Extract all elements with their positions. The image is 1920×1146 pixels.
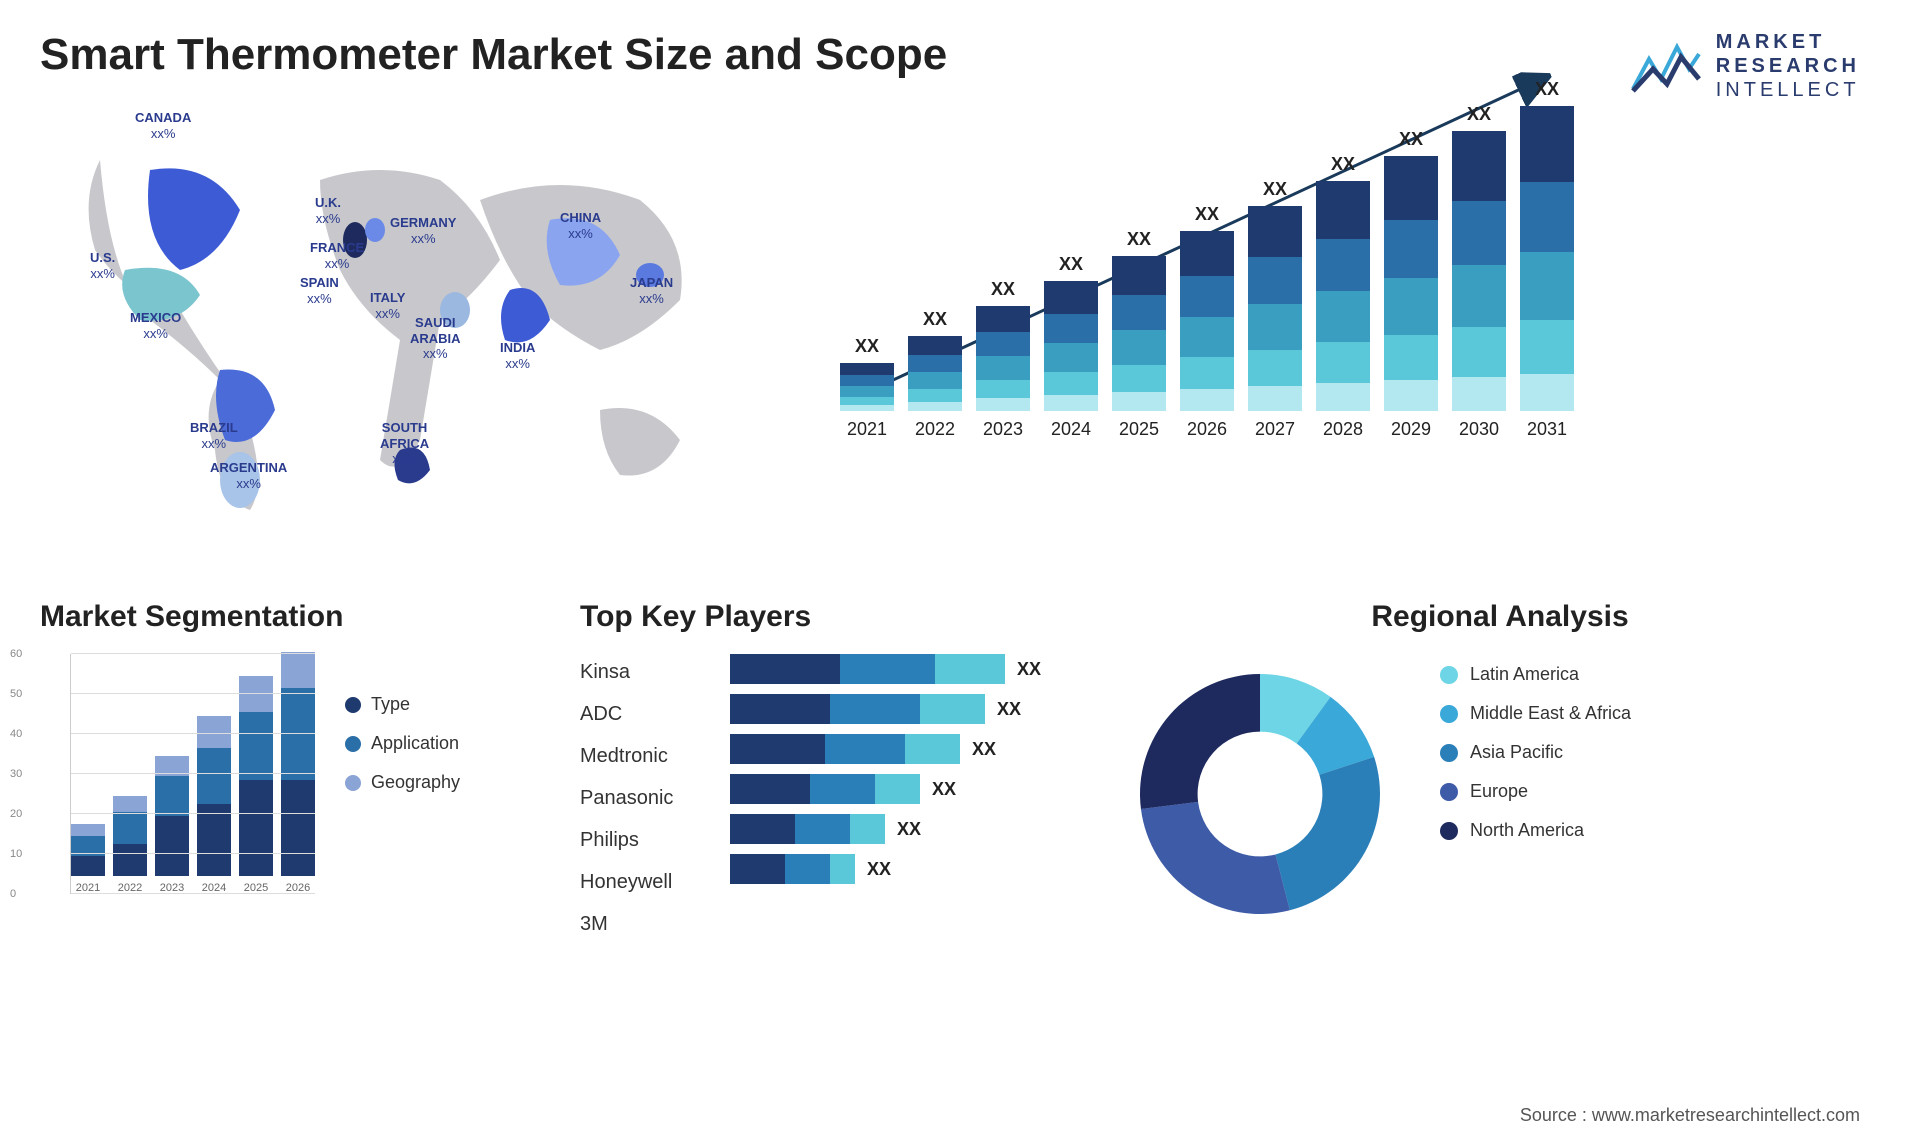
map-label: CANADAxx% (135, 110, 191, 141)
bar-value-label: XX (1127, 229, 1151, 250)
forecast-bar: XX 2025 (1112, 229, 1166, 440)
bar-value-label: XX (923, 309, 947, 330)
bar-value-label: XX (1059, 254, 1083, 275)
player-bar: XX (730, 774, 1041, 804)
forecast-bar: XX 2029 (1384, 129, 1438, 440)
legend-item: Middle East & Africa (1440, 703, 1631, 724)
donut-slice (1140, 674, 1260, 809)
brand-logo: MARKET RESEARCH INTELLECT (1631, 30, 1860, 102)
player-bar: XX (730, 694, 1041, 724)
segmentation-title: Market Segmentation (40, 600, 540, 634)
bar-year-label: 2026 (1187, 419, 1227, 440)
map-label: INDIAxx% (500, 340, 535, 371)
regional-legend: Latin America Middle East & Africa Asia Pa… (1440, 654, 1631, 934)
player-name: Philips (580, 822, 700, 858)
segmentation-bar: 2024 (197, 716, 231, 894)
legend-item: Asia Pacific (1440, 742, 1631, 763)
map-label: FRANCExx% (310, 240, 364, 271)
source-attribution: Source : www.marketresearchintellect.com (1520, 1105, 1860, 1126)
key-players-section: Top Key Players Kinsa ADC Medtronic Panason… (580, 600, 1080, 942)
player-bar: XX (730, 734, 1041, 764)
bar-value-label: XX (1331, 154, 1355, 175)
player-name: Kinsa (580, 654, 700, 690)
bar-year-label: 2025 (1119, 419, 1159, 440)
bar-year-label: 2031 (1527, 419, 1567, 440)
forecast-bar: XX 2021 (840, 336, 894, 440)
map-label: SPAINxx% (300, 275, 339, 306)
segmentation-bar: 2022 (113, 796, 147, 894)
donut-slice (1276, 757, 1380, 910)
bar-year-label: 2029 (1391, 419, 1431, 440)
player-name: Medtronic (580, 738, 700, 774)
map-label: U.S.xx% (90, 250, 115, 281)
forecast-bar: XX 2028 (1316, 154, 1370, 440)
bar-year-label: 2024 (1051, 419, 1091, 440)
bar-year-label: 2022 (915, 419, 955, 440)
legend-item: Application (345, 733, 460, 754)
world-map-section: CANADAxx% U.S.xx% MEXICOxx% BRAZILxx% ARGENT… (40, 100, 740, 540)
forecast-bar: XX 2027 (1248, 179, 1302, 440)
forecast-bar: XX 2031 (1520, 79, 1574, 440)
player-name: Honeywell (580, 864, 700, 900)
player-name: Panasonic (580, 780, 700, 816)
map-label: SAUDIARABIAxx% (410, 315, 461, 362)
segmentation-bar: 2023 (155, 756, 189, 894)
bar-value-label: XX (1467, 104, 1491, 125)
forecast-chart: XX 2021 XX 2022 XX 2023 XX 2024 XX 2025 XX 2026 XX 20… (800, 100, 1880, 540)
bar-year-label: 2027 (1255, 419, 1295, 440)
segmentation-chart: 202120222023202420252026 0102030405060 (40, 654, 315, 894)
legend-item: Latin America (1440, 664, 1631, 685)
bar-value-label: XX (855, 336, 879, 357)
map-label: ARGENTINAxx% (210, 460, 287, 491)
bar-value-label: XX (1535, 79, 1559, 100)
donut-slice (1141, 802, 1290, 914)
map-label: SOUTHAFRICAxx% (380, 420, 429, 467)
legend-item: Europe (1440, 781, 1631, 802)
bar-value-label: XX (1263, 179, 1287, 200)
key-players-title: Top Key Players (580, 600, 1080, 634)
segmentation-section: Market Segmentation 20212022202320242025… (40, 600, 540, 942)
segmentation-bar: 2021 (71, 824, 105, 894)
regional-title: Regional Analysis (1120, 600, 1880, 634)
map-label: MEXICOxx% (130, 310, 181, 341)
legend-item: Geography (345, 772, 460, 793)
forecast-bar: XX 2022 (908, 309, 962, 440)
bar-year-label: 2021 (847, 419, 887, 440)
bar-value-label: XX (1195, 204, 1219, 225)
bar-year-label: 2030 (1459, 419, 1499, 440)
forecast-bar: XX 2026 (1180, 204, 1234, 440)
bar-year-label: 2023 (983, 419, 1023, 440)
bar-value-label: XX (1399, 129, 1423, 150)
legend-item: North America (1440, 820, 1631, 841)
map-label: ITALYxx% (370, 290, 405, 321)
forecast-bar: XX 2023 (976, 279, 1030, 440)
player-bar: XX (730, 854, 1041, 884)
player-name: 3M (580, 906, 700, 942)
map-label: CHINAxx% (560, 210, 601, 241)
key-players-chart: XX XX XX XX XX XX (730, 654, 1041, 942)
forecast-bar: XX 2024 (1044, 254, 1098, 440)
legend-item: Type (345, 694, 460, 715)
player-name: ADC (580, 696, 700, 732)
map-label: BRAZILxx% (190, 420, 238, 451)
logo-text: MARKET RESEARCH INTELLECT (1716, 30, 1860, 102)
bar-year-label: 2028 (1323, 419, 1363, 440)
map-label: GERMANYxx% (390, 215, 456, 246)
map-label: JAPANxx% (630, 275, 673, 306)
regional-donut-chart (1120, 654, 1400, 934)
player-bar: XX (730, 654, 1041, 684)
player-bar: XX (730, 814, 1041, 844)
map-label: U.K.xx% (315, 195, 341, 226)
segmentation-bar: 2025 (239, 676, 273, 894)
bar-value-label: XX (991, 279, 1015, 300)
segmentation-legend: Type Application Geography (345, 654, 460, 894)
forecast-bar: XX 2030 (1452, 104, 1506, 440)
key-players-list: Kinsa ADC Medtronic Panasonic Philips Honeywe… (580, 654, 700, 942)
regional-section: Regional Analysis Latin America Middle Ea… (1120, 600, 1880, 942)
logo-icon (1631, 39, 1701, 94)
